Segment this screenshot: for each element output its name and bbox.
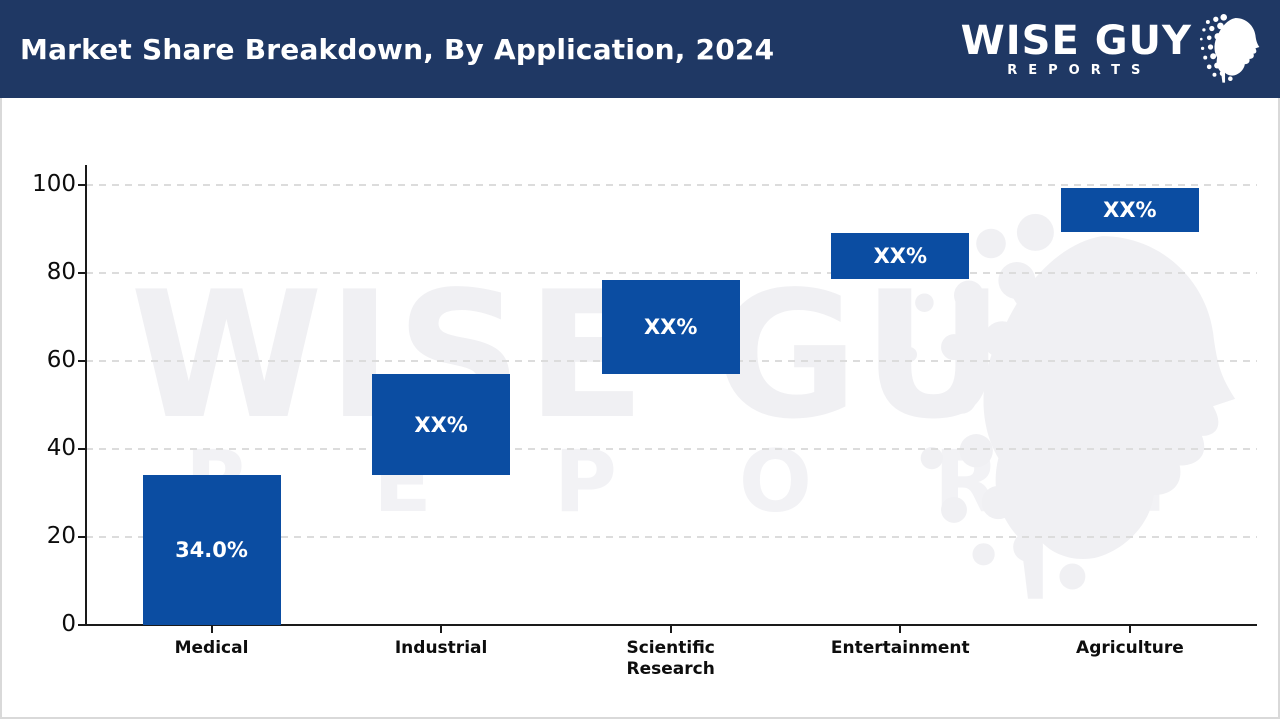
bar-value-label-industrial: XX% bbox=[414, 412, 468, 437]
y-axis-tick-20 bbox=[78, 535, 86, 538]
y-axis-tick-0 bbox=[78, 624, 86, 626]
y-axis-tick-label-60: 60 bbox=[46, 346, 76, 373]
y-axis-tick-100 bbox=[78, 183, 86, 186]
bar-agriculture: XX% bbox=[1060, 187, 1199, 233]
y-axis-tick-60 bbox=[78, 359, 86, 362]
y-axis-tick-label-40: 40 bbox=[46, 434, 76, 461]
page-title: Market Share Breakdown, By Application, … bbox=[20, 32, 775, 66]
bar-value-label-entertainment: XX% bbox=[873, 243, 928, 268]
bar-industrial: XX% bbox=[372, 373, 511, 476]
x-axis-category-label-scientific-research: Scientific Research bbox=[626, 638, 715, 680]
y-axis-tick-40 bbox=[78, 447, 86, 450]
gridline-100 bbox=[86, 183, 1257, 186]
bar-scientific-research: XX% bbox=[601, 279, 740, 374]
y-axis-tick-label-80: 80 bbox=[46, 258, 76, 285]
bar-value-label-agriculture: XX% bbox=[1103, 197, 1157, 222]
gridline-80 bbox=[86, 271, 1257, 274]
brand-subtitle: REPORTS bbox=[1007, 63, 1152, 78]
x-axis-tick-industrial bbox=[440, 626, 443, 633]
x-axis-tick-agriculture bbox=[1128, 626, 1131, 633]
y-axis-tick-label-20: 20 bbox=[46, 522, 76, 549]
x-axis-category-label-entertainment: Entertainment bbox=[830, 638, 970, 658]
bar-value-label-medical: 34.0% bbox=[175, 538, 248, 563]
y-axis-tick-80 bbox=[78, 271, 86, 274]
brand-name: WISE GUY bbox=[960, 18, 1192, 64]
y-axis-tick-label-0: 0 bbox=[61, 611, 76, 637]
gridline-40 bbox=[86, 447, 1257, 450]
y-axis-tick-label-100: 100 bbox=[32, 170, 76, 197]
brand-logo: WISE GUY REPORTS bbox=[961, 9, 1262, 89]
x-axis-tick-scientific-research bbox=[669, 626, 672, 633]
gridline-20 bbox=[86, 535, 1257, 538]
bar-medical: 34.0% bbox=[142, 475, 281, 625]
x-axis-category-label-agriculture: Agriculture bbox=[1076, 638, 1184, 658]
brand-wordmark: WISE GUY REPORTS bbox=[961, 21, 1192, 77]
x-axis-category-label-industrial: Industrial bbox=[394, 638, 488, 658]
x-axis-tick-medical bbox=[210, 626, 213, 633]
x-axis-spine bbox=[85, 624, 1257, 626]
y-axis-spine bbox=[85, 165, 87, 626]
bar-entertainment: XX% bbox=[831, 232, 970, 279]
header-bar: Market Share Breakdown, By Application, … bbox=[0, 0, 1280, 98]
x-axis-tick-entertainment bbox=[899, 626, 902, 633]
dotted-face-logo-icon bbox=[1199, 14, 1260, 83]
x-axis-category-label-medical: Medical bbox=[174, 638, 249, 658]
bar-value-label-scientific-research: XX% bbox=[643, 314, 698, 339]
